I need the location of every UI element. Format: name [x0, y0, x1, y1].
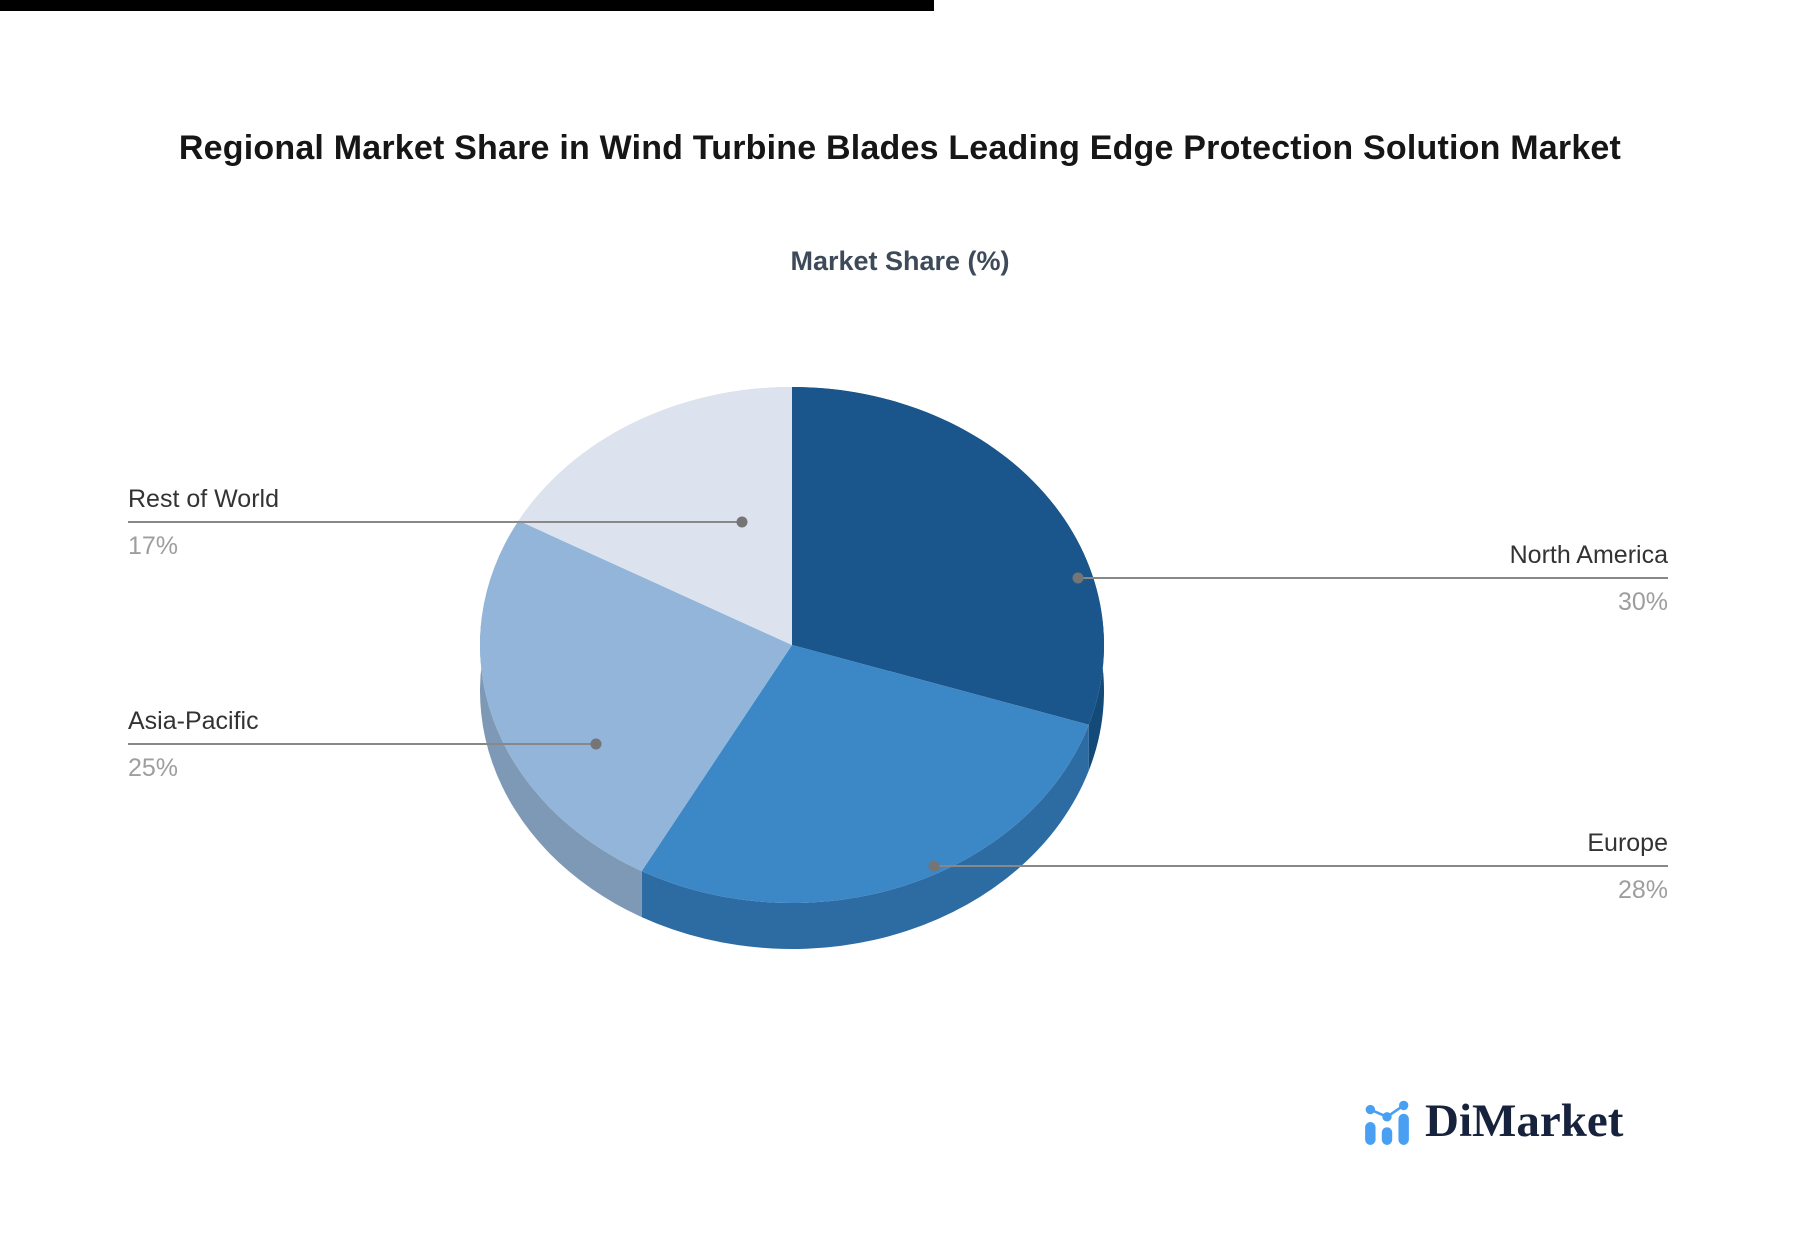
- pie-slice-north-america[interactable]: [792, 387, 1104, 725]
- leader-dot: [590, 738, 602, 750]
- logo-dot: [1382, 1112, 1392, 1122]
- slice-percent: 25%: [128, 754, 179, 782]
- leader-dot: [736, 516, 748, 528]
- leader-dot: [928, 860, 940, 872]
- slice-label: Rest of World: [128, 485, 279, 513]
- chart-title: Regional Market Share in Wind Turbine Bl…: [178, 129, 1622, 167]
- slice-label: Asia-Pacific: [128, 707, 259, 735]
- pie-slice-europe[interactable]: [641, 645, 1089, 904]
- logo-bar: [1365, 1122, 1376, 1145]
- pie-slice-side-europe: [641, 724, 1089, 949]
- slice-percent: 28%: [1617, 876, 1668, 904]
- logo-dot: [1398, 1100, 1409, 1111]
- pie-slice-side-asia-pacific: [480, 520, 642, 918]
- pie-slice-asia-pacific[interactable]: [480, 520, 792, 872]
- dimarket-logo[interactable]: DiMarket: [1362, 1094, 1623, 1148]
- slice-label: North America: [1509, 541, 1668, 569]
- top-bar: [0, 0, 934, 11]
- logo-dot: [1365, 1104, 1376, 1115]
- logo-text: DiMarket: [1425, 1095, 1624, 1147]
- bar-chart-logo-icon: [1365, 1100, 1409, 1145]
- pie-slice-rest-of-world[interactable]: [518, 387, 792, 645]
- slice-percent: 30%: [1617, 588, 1668, 616]
- slice-percent: 17%: [128, 532, 179, 560]
- leader-dot: [1072, 572, 1084, 584]
- slice-label: Europe: [1587, 829, 1668, 857]
- logo-bar: [1381, 1127, 1393, 1145]
- logo-bar: [1398, 1113, 1409, 1145]
- chart-subtitle: Market Share (%): [790, 246, 1010, 276]
